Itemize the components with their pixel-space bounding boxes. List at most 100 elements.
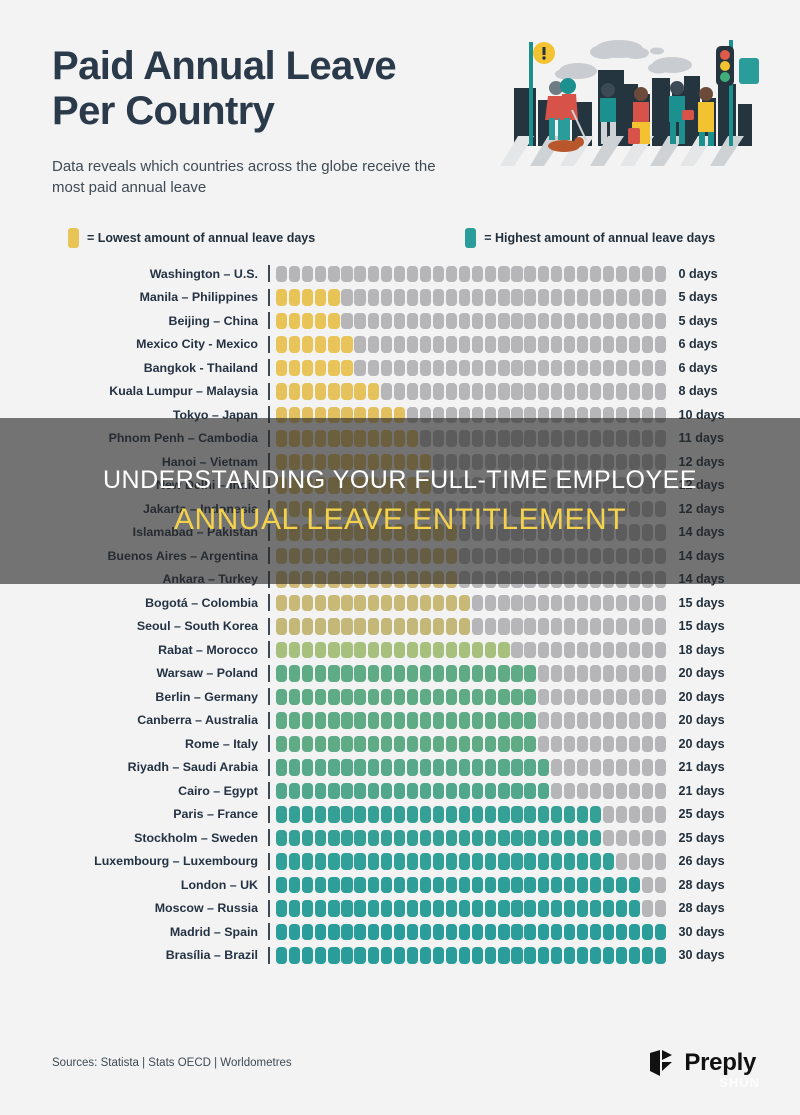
chart-dot [472,688,484,706]
chart-dot [380,782,392,800]
chart-dot [406,359,418,377]
chart-dot [602,336,615,353]
chart-row-value: 14 days [678,548,725,563]
chart-dot [341,876,353,894]
chart-dot [511,712,523,729]
chart-dot [511,312,523,330]
chart-dot [328,712,340,729]
chart-row-dots [270,383,667,400]
chart-dot [289,359,301,377]
chart-row-divider [268,946,270,964]
chart-dot [354,641,366,659]
chart-dot [537,782,549,800]
chart-dot [446,853,458,870]
chart-dot [602,947,615,964]
chart-dot [328,688,340,706]
chart-dot [563,641,575,659]
chart-dot [563,524,575,541]
chart-dot [367,782,379,800]
chart-dot [563,735,575,753]
chart-dot [629,900,641,917]
chart-dot [524,900,536,917]
chart-dot [354,594,366,612]
chart-dot [511,289,523,306]
chart-dot [393,571,405,588]
chart-dot [485,571,497,588]
chart-dot [380,688,392,706]
chart-dot [315,923,327,941]
chart-row: Warsaw – Poland 20 days [0,662,800,686]
chart-dot [550,618,562,635]
chart-dot [432,806,445,823]
chart-dot [511,735,523,753]
chart-dot [655,336,667,353]
chart-dot [328,947,340,964]
chart-dot [459,383,471,400]
chart-dot [459,735,471,753]
chart-dot [642,359,654,377]
chart-dot [406,500,418,518]
chart-dot [380,806,392,823]
chart-dot [276,383,288,400]
chart-row-label: Bogotá – Colombia [145,595,258,610]
chart-dot [354,759,366,776]
chart-dot [367,594,379,612]
chart-dot [472,524,484,541]
chart-dot [432,618,445,635]
chart-dot [589,829,602,847]
skyline-silhouette [514,70,752,146]
chart-dot [289,688,301,706]
chart-dot [616,383,628,400]
chart-dot [576,571,588,588]
chart-dot [589,853,602,870]
chart-dot [498,947,510,964]
legend-label-low: = Lowest amount of annual leave days [87,231,316,246]
chart-dot [432,500,445,518]
chart-dot [655,524,667,541]
chart-dot [589,265,602,283]
chart-dot [655,265,667,283]
chart-dot [406,430,418,447]
chart-dot [602,312,615,330]
chart-dot [302,265,314,283]
chart-dot [276,265,288,283]
chart-dot [616,665,628,682]
chart-row: Seoul – South Korea 15 days [0,615,800,639]
chart-dot [446,947,458,964]
chart-dot [537,759,549,776]
chart-dot [302,383,314,400]
chart-dot [302,500,314,518]
chart-dot [563,712,575,729]
chart-dot [537,406,549,424]
chart-dot [550,336,562,353]
chart-dot [589,524,602,541]
chart-row-dots [270,406,667,424]
chart-dot [485,430,497,447]
chart-dot [563,618,575,635]
chart-row: Kuala Lumpur – Malaysia 8 days [0,380,800,404]
chart-dot [276,782,288,800]
chart-dot [576,923,588,941]
chart-dot [576,265,588,283]
chart-dot [393,359,405,377]
chart-dot [446,453,458,471]
chart-dot [432,923,445,941]
chart-dot [550,453,562,471]
chart-dot [328,312,340,330]
chart-dot [642,618,654,635]
chart-dot [315,383,327,400]
chart-row-dots [270,547,667,565]
chart-dot [485,641,497,659]
chart-dot [432,336,445,353]
chart-row-label: Stockholm – Sweden [134,830,258,845]
chart-row-divider [268,288,270,306]
chart-row-label: Buenos Aires – Argentina [107,548,258,563]
chart-dot [485,806,497,823]
chart-row-divider [268,594,270,612]
chart-dot [341,665,353,682]
page-title-line2: Per Country [52,88,275,133]
chart-dot [354,289,366,306]
chart-dot [485,947,497,964]
chart-dot [341,923,353,941]
page-footer: Sources: Statista | Stats OECD | Worldom… [0,1029,800,1115]
